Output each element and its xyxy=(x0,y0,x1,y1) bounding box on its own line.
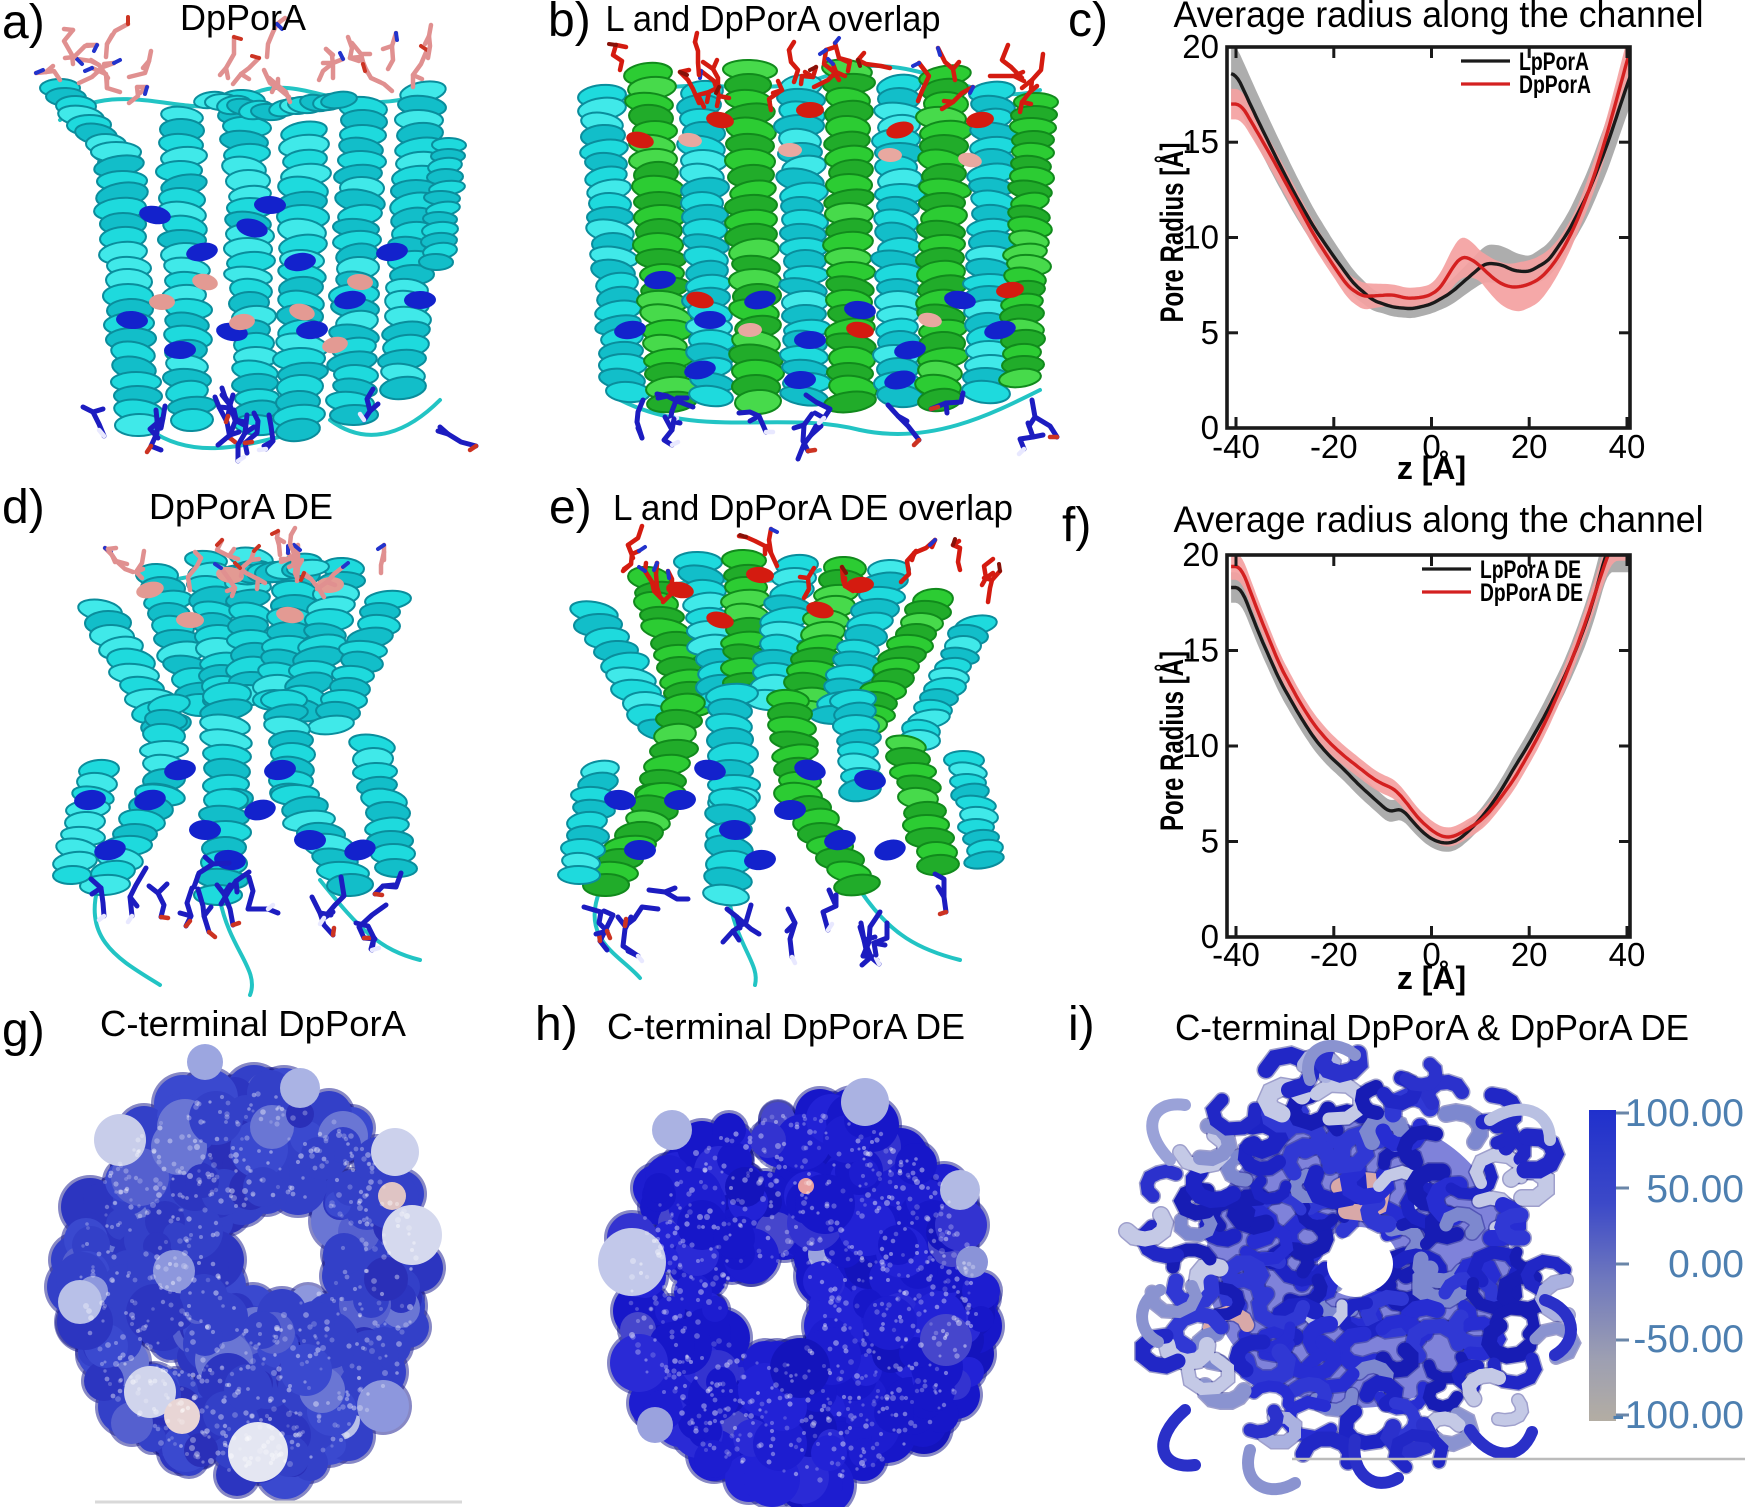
svg-text:-50.00: -50.00 xyxy=(1633,1318,1744,1361)
svg-text:C-terminal DpPorA DE: C-terminal DpPorA DE xyxy=(607,1006,965,1047)
svg-text:0: 0 xyxy=(1422,936,1440,973)
svg-text:C-terminal DpPorA & DpPorA DE: C-terminal DpPorA & DpPorA DE xyxy=(1175,1007,1689,1048)
svg-text:z [Å]: z [Å] xyxy=(1397,450,1466,486)
svg-text:20: 20 xyxy=(1511,936,1548,973)
svg-text:5: 5 xyxy=(1201,314,1219,351)
svg-text:d): d) xyxy=(2,481,45,534)
svg-text:LpPorA: LpPorA xyxy=(1519,48,1589,76)
svg-text:L and DpPorA overlap: L and DpPorA overlap xyxy=(606,0,941,39)
svg-text:100.00: 100.00 xyxy=(1625,1092,1744,1135)
svg-text:Average radius along the chann: Average radius along the channel xyxy=(1174,0,1704,35)
svg-text:i): i) xyxy=(1068,998,1095,1051)
svg-text:20: 20 xyxy=(1182,28,1219,65)
svg-text:-20: -20 xyxy=(1310,936,1358,973)
svg-text:f): f) xyxy=(1062,499,1091,552)
svg-text:c): c) xyxy=(1068,0,1108,47)
svg-text:-40: -40 xyxy=(1212,428,1260,465)
svg-text:-100.00: -100.00 xyxy=(1612,1394,1744,1437)
svg-text:0.00: 0.00 xyxy=(1668,1243,1744,1286)
svg-text:0: 0 xyxy=(1201,918,1219,955)
svg-text:DpPorA: DpPorA xyxy=(180,0,306,38)
svg-text:-40: -40 xyxy=(1212,936,1260,973)
svg-text:C-terminal DpPorA: C-terminal DpPorA xyxy=(100,1003,406,1044)
svg-text:z [Å]: z [Å] xyxy=(1397,960,1466,996)
svg-text:0: 0 xyxy=(1201,409,1219,446)
svg-text:20: 20 xyxy=(1182,536,1219,573)
svg-text:g): g) xyxy=(2,1004,45,1057)
svg-text:DpPorA: DpPorA xyxy=(1519,71,1591,99)
svg-text:40: 40 xyxy=(1609,428,1646,465)
svg-text:15: 15 xyxy=(1182,632,1219,669)
svg-text:h): h) xyxy=(535,998,578,1051)
svg-text:20: 20 xyxy=(1511,428,1548,465)
svg-text:-20: -20 xyxy=(1310,428,1358,465)
svg-text:15: 15 xyxy=(1182,123,1219,160)
svg-text:DpPorA DE: DpPorA DE xyxy=(149,486,333,527)
svg-text:50.00: 50.00 xyxy=(1646,1168,1744,1211)
svg-text:Average radius along the chann: Average radius along the channel xyxy=(1174,499,1704,540)
svg-text:5: 5 xyxy=(1201,823,1219,860)
svg-text:a): a) xyxy=(2,0,45,49)
svg-text:40: 40 xyxy=(1609,936,1646,973)
svg-text:10: 10 xyxy=(1182,219,1219,256)
svg-text:Pore Radius [Å]: Pore Radius [Å] xyxy=(1154,651,1190,831)
svg-text:e): e) xyxy=(549,481,592,534)
svg-text:LpPorA DE: LpPorA DE xyxy=(1480,556,1581,584)
svg-text:10: 10 xyxy=(1182,727,1219,764)
svg-text:DpPorA DE: DpPorA DE xyxy=(1480,579,1583,607)
svg-text:L and DpPorA DE overlap: L and DpPorA DE overlap xyxy=(613,487,1013,528)
svg-text:0: 0 xyxy=(1422,428,1440,465)
svg-text:b): b) xyxy=(548,0,591,47)
svg-text:Pore Radius [Å]: Pore Radius [Å] xyxy=(1154,143,1190,323)
